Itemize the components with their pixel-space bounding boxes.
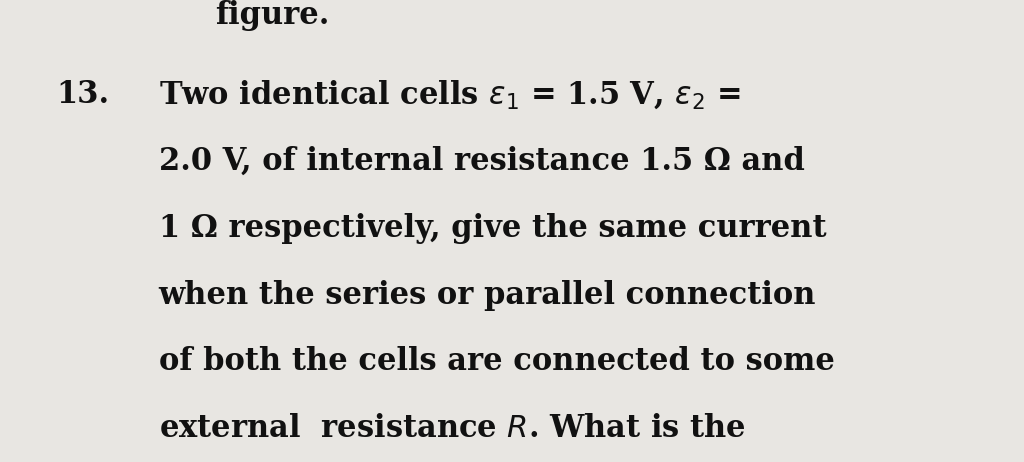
Text: of both the cells are connected to some: of both the cells are connected to some xyxy=(159,346,835,377)
Text: figure.: figure. xyxy=(215,0,330,31)
Text: Two identical cells $\varepsilon_1$ = 1.5 V, $\varepsilon_2$ =: Two identical cells $\varepsilon_1$ = 1.… xyxy=(159,79,740,111)
Text: 13.: 13. xyxy=(56,79,110,109)
Text: when the series or parallel connection: when the series or parallel connection xyxy=(159,280,816,310)
Text: 2.0 V, of internal resistance 1.5 Ω and: 2.0 V, of internal resistance 1.5 Ω and xyxy=(159,146,805,176)
Text: 1 Ω respectively, give the same current: 1 Ω respectively, give the same current xyxy=(159,213,826,243)
Text: external  resistance $R$. What is the: external resistance $R$. What is the xyxy=(159,413,745,444)
